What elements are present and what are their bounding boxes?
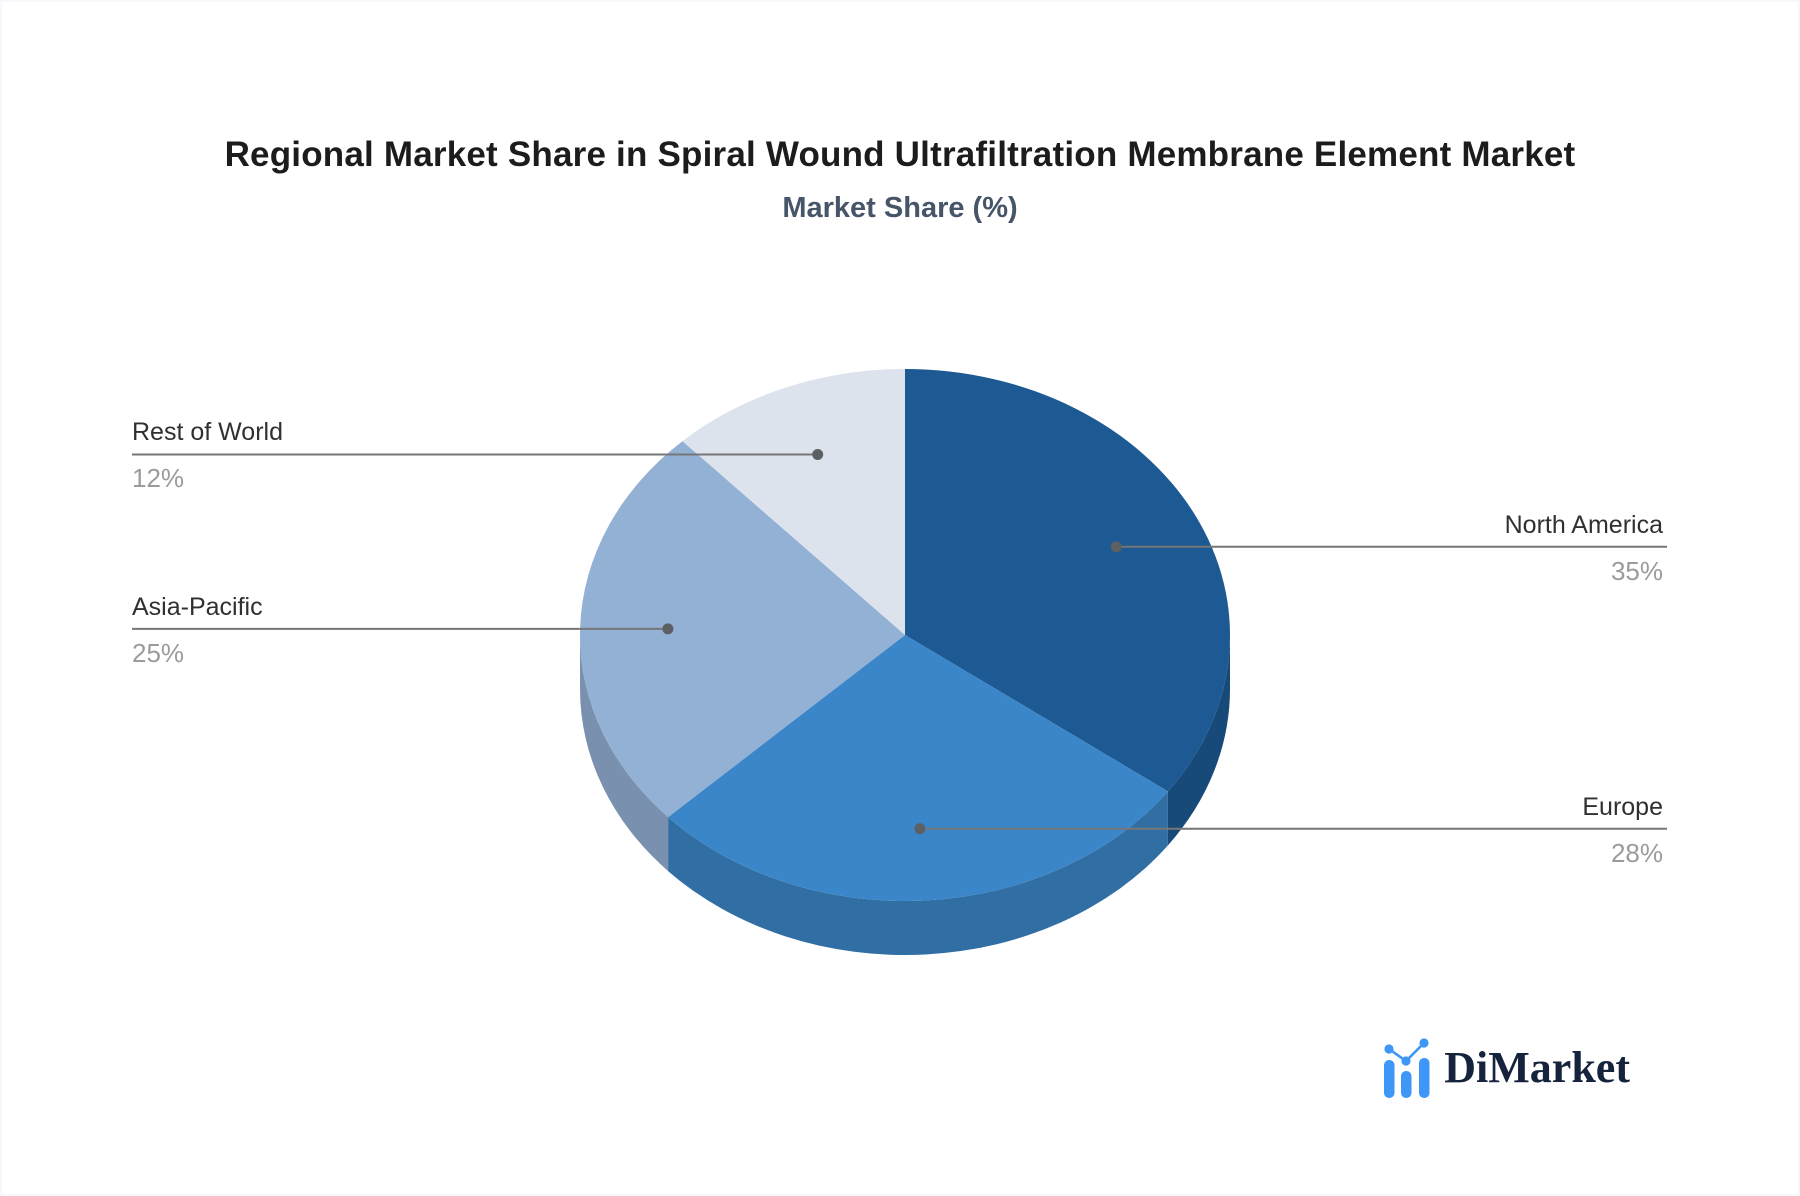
slice-name: Rest of World [132, 418, 283, 447]
label-europe: Europe 28% [1233, 793, 1663, 868]
pie-slice-rest-of-world [682, 369, 905, 635]
slice-percent: 35% [1610, 555, 1663, 586]
pie-slice-side-north-america [1167, 635, 1230, 846]
logo-text: DiMarket [1444, 1043, 1630, 1092]
label-asia-pacific: Asia-Pacific 25% [132, 593, 562, 668]
pie-slice-asia-pacific [579, 441, 905, 818]
chart-subtitle: Market Share (%) [782, 192, 1018, 224]
slice-name: Europe [1582, 792, 1663, 821]
pie-slice-side-asia-pacific [580, 635, 669, 872]
slice-name: North America [1504, 510, 1663, 539]
slice-name: Asia-Pacific [132, 592, 263, 621]
slice-percent: 28% [1610, 837, 1663, 868]
leader-dot [662, 623, 674, 635]
leader-dot [1110, 541, 1122, 553]
label-rest-of-world: Rest of World 12% [132, 418, 562, 493]
leader-dot [812, 449, 824, 460]
bar-line-chart-icon [1384, 1038, 1430, 1098]
slice-percent: 25% [132, 637, 185, 668]
pie-slice-europe [668, 635, 1168, 902]
leader-dot [914, 823, 926, 835]
pie-slice-side-europe [668, 791, 1168, 956]
slice-percent: 12% [132, 463, 185, 494]
label-north-america: North America 35% [1233, 511, 1663, 586]
pie-slice-north-america [905, 369, 1231, 792]
chart-title: Regional Market Share in Spiral Wound Ul… [224, 135, 1576, 174]
brand-logo: DiMarket [1384, 1038, 1630, 1098]
